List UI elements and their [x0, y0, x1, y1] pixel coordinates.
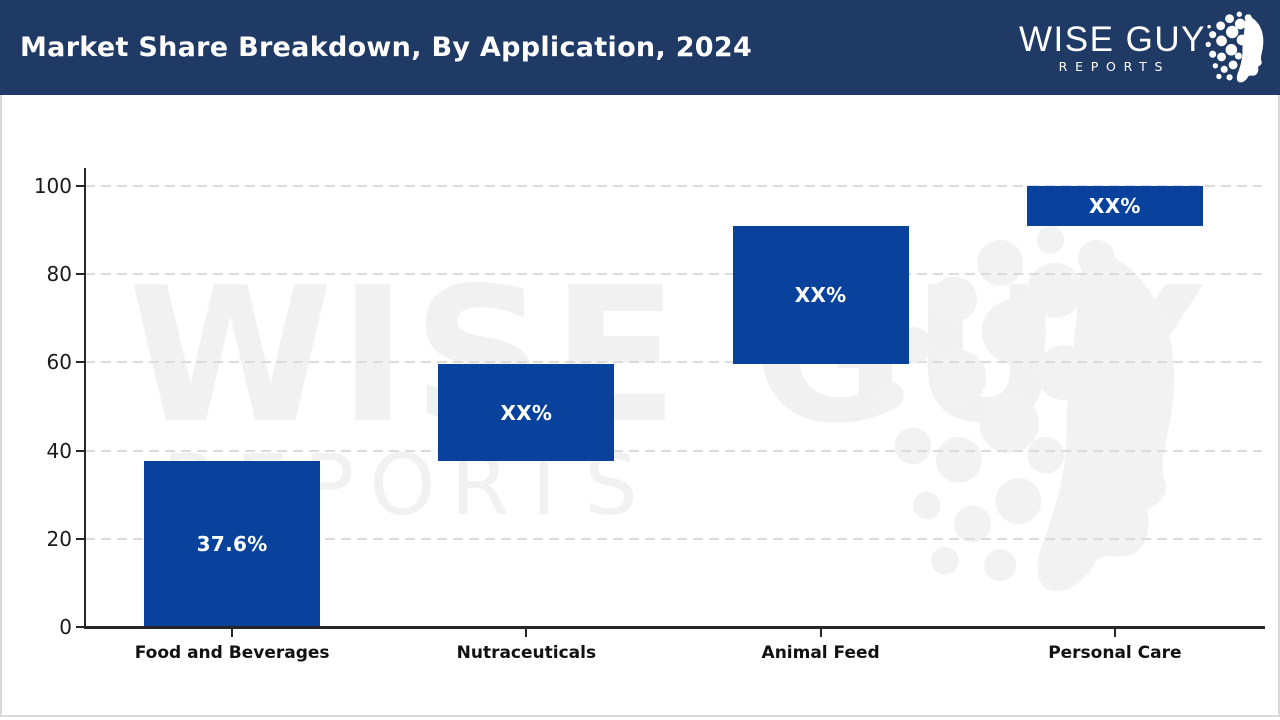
- bar-personal-care: XX%: [1026, 186, 1203, 227]
- y-axis-tick-label: 100: [33, 174, 72, 198]
- y-axis-tick-label: 20: [46, 526, 72, 551]
- x-axis-label-personal-care: Personal Care: [1048, 643, 1182, 663]
- x-axis-tick-mark: [231, 629, 234, 637]
- y-axis-line: [84, 168, 86, 629]
- x-axis-tick-mark: [819, 629, 822, 637]
- chart-area: WISE GUY REPORTS 0 20 40 60 80 100 37.6% Food a…: [0, 95, 1280, 720]
- gridline-60: [85, 361, 1262, 364]
- x-axis-label-food-and-beverages: Food and Beverages: [134, 643, 330, 663]
- x-axis-label-animal-feed: Animal Feed: [761, 643, 880, 663]
- y-axis-tick-label: 60: [46, 350, 72, 375]
- y-axis-tick-label: 80: [46, 262, 72, 287]
- bar-value-label: 37.6%: [196, 532, 268, 557]
- bar-value-label: XX%: [794, 283, 847, 308]
- gridline-40: [85, 449, 1262, 452]
- wise-guy-reports-logo: WISE GUY REPORTS: [1019, 9, 1266, 87]
- bar-value-label: XX%: [1088, 194, 1141, 219]
- bar-food-and-beverages: 37.6%: [144, 461, 321, 627]
- y-axis-tick-label: 0: [59, 615, 72, 639]
- x-axis-line: [84, 626, 1265, 629]
- gridline-100: [85, 185, 1262, 187]
- x-axis-tick-mark: [1113, 629, 1116, 637]
- y-axis-tick-mark: [76, 537, 84, 540]
- frame-border-left: [0, 95, 2, 717]
- y-axis-tick-mark: [76, 273, 84, 276]
- logo-name: WISE GUY: [1018, 19, 1206, 59]
- logo-subtitle: REPORTS: [1058, 58, 1171, 74]
- x-axis-label-nutraceuticals: Nutraceuticals: [456, 643, 597, 663]
- y-axis-tick-mark: [76, 361, 84, 364]
- bar-nutraceuticals: XX%: [438, 364, 615, 462]
- x-axis-tick-mark: [525, 629, 528, 637]
- frame-border-right: [1278, 95, 1280, 717]
- header-bar: Market Share Breakdown, By Application, …: [0, 0, 1280, 95]
- gridline-80: [85, 273, 1262, 276]
- y-axis-tick-mark: [76, 185, 84, 187]
- logo-text: WISE GUY REPORTS: [1019, 22, 1206, 74]
- bar-animal-feed: XX%: [732, 226, 909, 365]
- page-title: Market Share Breakdown, By Application, …: [20, 32, 753, 63]
- bar-value-label: XX%: [500, 400, 553, 425]
- gridline-20: [85, 537, 1262, 540]
- y-axis-tick-label: 40: [46, 438, 72, 463]
- frame-border-bottom: [0, 715, 1280, 717]
- y-axis-tick-mark: [76, 449, 84, 452]
- y-axis-tick-mark: [76, 626, 84, 628]
- wise-guy-head-icon: [1205, 11, 1264, 82]
